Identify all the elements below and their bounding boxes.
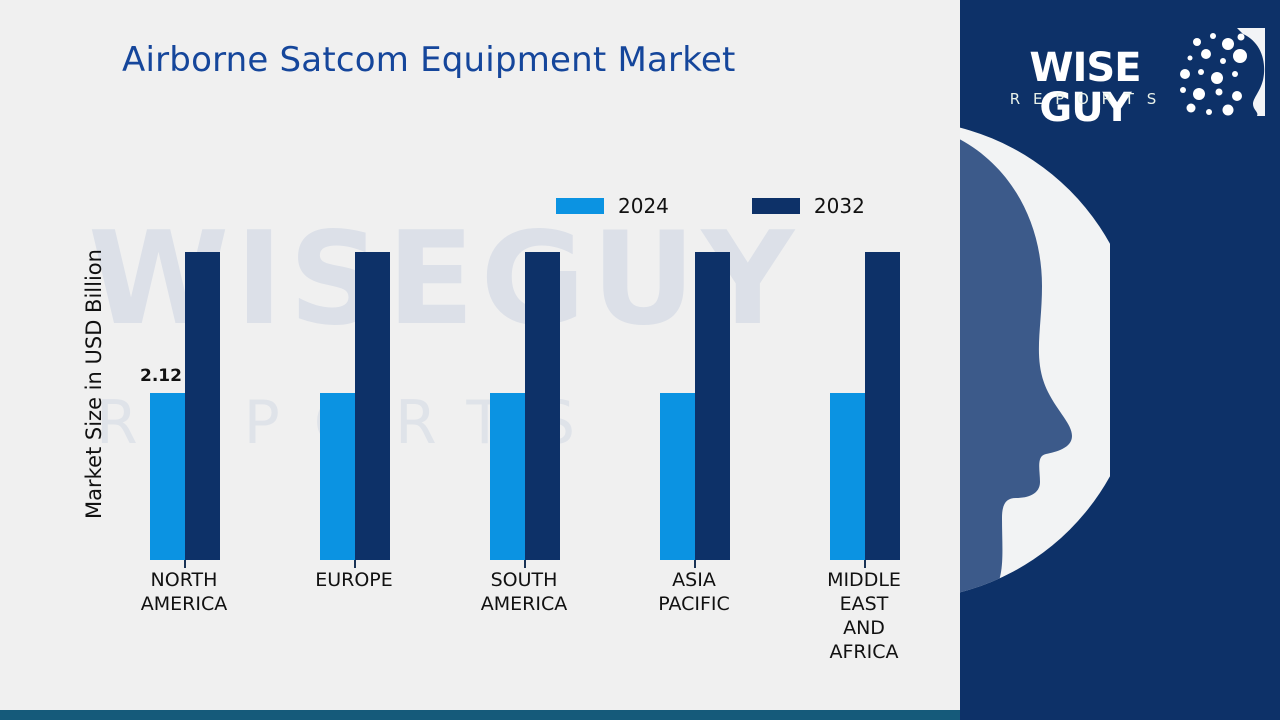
category-label-south-america: SOUTH AMERICA [444, 568, 604, 616]
category-label-europe: EUROPE [274, 568, 434, 592]
head-silhouette [960, 120, 1072, 600]
logo-wordmark: WISE GUY [1029, 45, 1141, 131]
logo-head-outline [1237, 28, 1265, 116]
axis-tick [354, 560, 356, 568]
bar-2024-europe[interactable] [320, 393, 355, 560]
axis-tick [864, 560, 866, 568]
bar-2024-asia-pacific[interactable] [660, 393, 695, 560]
category-label-asia-pacific: ASIA PACIFIC [614, 568, 774, 616]
legend-item-2032[interactable]: 2032 [751, 194, 865, 218]
bar-2024-south-america[interactable] [490, 393, 525, 560]
category-line: AND [843, 617, 885, 639]
chart-legend: 2024 2032 [556, 194, 865, 218]
logo-subtitle: R E P O R T S [1009, 90, 1161, 108]
bar-2032-north-america[interactable] [185, 252, 220, 560]
axis-tick [524, 560, 526, 568]
legend-swatch-2024 [556, 198, 604, 214]
logo: WISE GUY R E P O R T S [985, 28, 1265, 131]
plot-area: 2.12 NORTH AMERICA EUROPE SOUTH AMERICA [104, 252, 944, 664]
axis-tick [184, 560, 186, 568]
logo-graphic [1180, 28, 1265, 116]
bar-2032-south-america[interactable] [525, 252, 560, 560]
bottom-accent-strip [0, 710, 960, 720]
brand-decoration [960, 120, 1110, 600]
page-title: Airborne Satcom Equipment Market [122, 40, 736, 80]
category-line: MIDDLE [827, 569, 901, 591]
category-line: AMERICA [140, 593, 228, 615]
legend-label-2032: 2032 [813, 194, 865, 218]
category-line: EUROPE [315, 569, 393, 591]
brand-panel: WISE GUY R E P O R T S [960, 0, 1280, 720]
category-line: NORTH [150, 569, 218, 591]
legend-swatch-2032 [751, 198, 800, 214]
data-label-north-america-2024: 2.12 [140, 366, 182, 386]
bar-2024-north-america[interactable] [150, 393, 185, 560]
bar-2024-middle-east-and-africa[interactable] [830, 393, 865, 560]
category-line: AMERICA [480, 593, 568, 615]
logo-dots [1180, 33, 1247, 116]
category-line: ASIA [672, 569, 716, 591]
category-label-middle-east-and-africa: MIDDLE EAST AND AFRICA [784, 568, 944, 664]
legend-item-2024[interactable]: 2024 [556, 194, 669, 218]
bar-2032-middle-east-and-africa[interactable] [865, 252, 900, 560]
legend-label-2024: 2024 [618, 194, 669, 218]
category-line: SOUTH [490, 569, 558, 591]
category-line: AFRICA [829, 641, 899, 663]
axis-tick [694, 560, 696, 568]
category-line: EAST [839, 593, 889, 615]
category-label-north-america: NORTH AMERICA [104, 568, 264, 616]
bar-2032-europe[interactable] [355, 252, 390, 560]
bar-2032-asia-pacific[interactable] [695, 252, 730, 560]
category-line: PACIFIC [658, 593, 730, 615]
